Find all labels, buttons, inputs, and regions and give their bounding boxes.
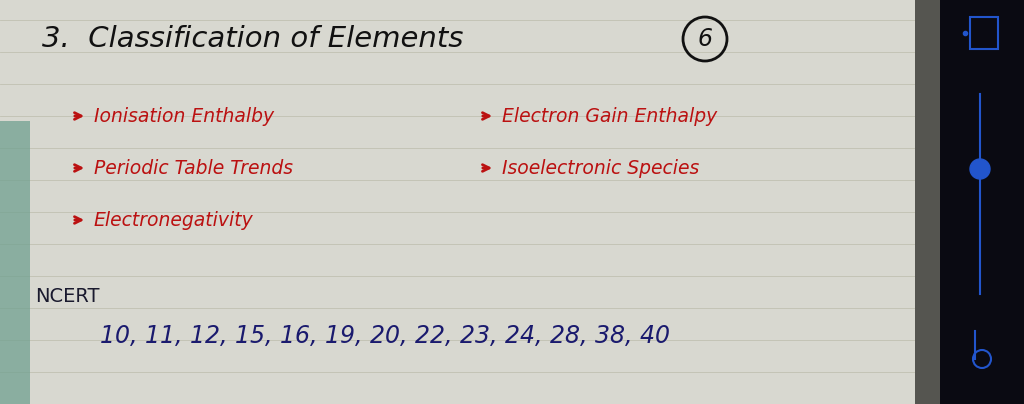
Circle shape	[970, 159, 990, 179]
Text: 10, 11, 12, 15, 16, 19, 20, 22, 23, 24, 28, 38, 40: 10, 11, 12, 15, 16, 19, 20, 22, 23, 24, …	[100, 324, 670, 348]
Text: Isoelectronic Species: Isoelectronic Species	[502, 158, 699, 177]
Text: Electronegativity: Electronegativity	[94, 210, 254, 229]
Text: Periodic Table Trends: Periodic Table Trends	[94, 158, 293, 177]
Text: 3.  Classification of Elements: 3. Classification of Elements	[42, 25, 464, 53]
Text: Electron Gain Enthalpy: Electron Gain Enthalpy	[502, 107, 717, 126]
Bar	[915, 0, 940, 404]
Bar	[0, 121, 30, 404]
Text: 6: 6	[697, 27, 713, 51]
Bar	[970, 17, 998, 49]
Text: Ionisation Enthalby: Ionisation Enthalby	[94, 107, 274, 126]
Text: NCERT: NCERT	[35, 286, 99, 305]
Bar	[940, 0, 1024, 404]
